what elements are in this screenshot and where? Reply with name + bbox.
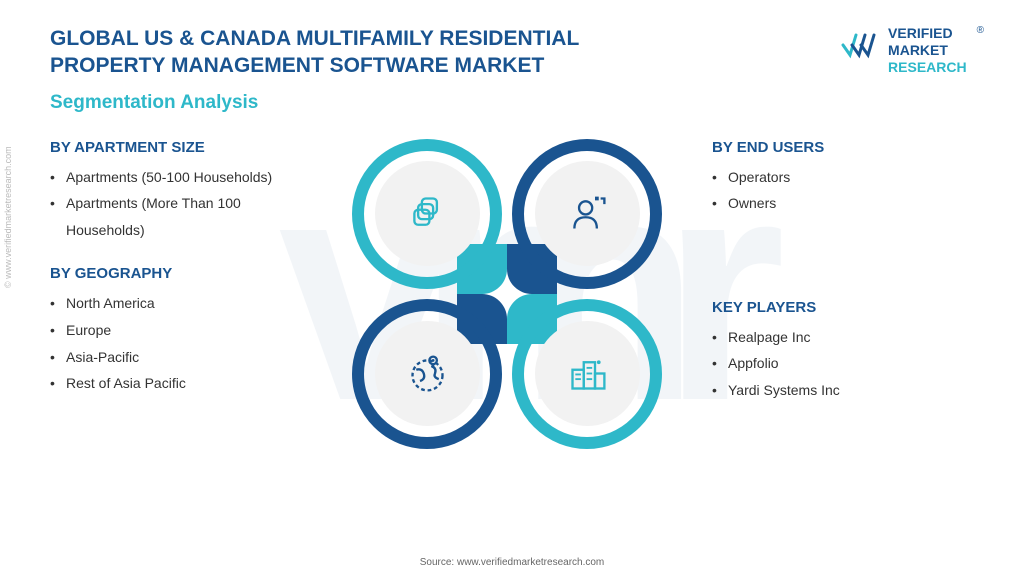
user-icon — [565, 191, 610, 236]
petal-top-right — [512, 139, 662, 289]
petal-ring — [352, 299, 502, 449]
endusers-list: Operators Owners — [712, 164, 984, 217]
left-column: BY APARTMENT SIZE Apartments (50-100 Hou… — [50, 129, 342, 419]
page-title: GLOBAL US & CANADA MULTIFAMILY RESIDENTI… — [50, 25, 690, 80]
header: GLOBAL US & CANADA MULTIFAMILY RESIDENTI… — [50, 25, 984, 80]
list-item: Asia-Pacific — [50, 344, 322, 371]
section-title-apartment: BY APARTMENT SIZE — [50, 139, 322, 156]
list-item: Apartments (50-100 Households) — [50, 164, 322, 191]
petal-ring — [512, 139, 662, 289]
petal-bottom-right — [512, 299, 662, 449]
logo-line1: VERIFIED — [888, 25, 967, 42]
list-item: Europe — [50, 317, 322, 344]
section-title-geography: BY GEOGRAPHY — [50, 265, 322, 282]
petal-ring — [512, 299, 662, 449]
petal-inner — [535, 321, 640, 426]
logo-text: VERIFIED MARKET RESEARCH — [888, 25, 967, 75]
section-title-keyplayers: KEY PLAYERS — [712, 299, 984, 316]
petal-bottom-left — [352, 299, 502, 449]
list-item: Yardi Systems Inc — [712, 377, 984, 404]
keyplayers-list: Realpage Inc Appfolio Yardi Systems Inc — [712, 324, 984, 404]
globe-icon — [405, 351, 450, 396]
geography-list: North America Europe Asia-Pacific Rest o… — [50, 290, 322, 396]
center-graphic — [342, 129, 672, 469]
subtitle: Segmentation Analysis — [50, 92, 984, 114]
logo-line2: MARKET — [888, 42, 967, 59]
petal-inner — [375, 161, 480, 266]
list-item: Realpage Inc — [712, 324, 984, 351]
list-item: Owners — [712, 190, 984, 217]
list-item: Rest of Asia Pacific — [50, 370, 322, 397]
stack-icon — [405, 191, 450, 236]
registered-mark: ® — [977, 25, 984, 36]
logo-line3: RESEARCH — [888, 59, 967, 76]
right-column: BY END USERS Operators Owners KEY PLAYER… — [672, 129, 984, 426]
buildings-icon — [565, 351, 610, 396]
list-item: Appfolio — [712, 350, 984, 377]
list-item: Apartments (More Than 100 Households) — [50, 190, 322, 243]
logo: VERIFIED MARKET RESEARCH ® — [838, 25, 984, 75]
list-item: North America — [50, 290, 322, 317]
list-item: Operators — [712, 164, 984, 191]
petal-inner — [375, 321, 480, 426]
logo-mark-icon — [838, 30, 878, 70]
section-title-endusers: BY END USERS — [712, 139, 984, 156]
petal-top-left — [352, 139, 502, 289]
apartment-list: Apartments (50-100 Households) Apartment… — [50, 164, 322, 244]
petal-ring — [352, 139, 502, 289]
main-container: GLOBAL US & CANADA MULTIFAMILY RESIDENTI… — [0, 0, 1024, 576]
source-text: Source: www.verifiedmarketresearch.com — [420, 557, 605, 568]
content-row: BY APARTMENT SIZE Apartments (50-100 Hou… — [50, 129, 984, 469]
petal-inner — [535, 161, 640, 266]
